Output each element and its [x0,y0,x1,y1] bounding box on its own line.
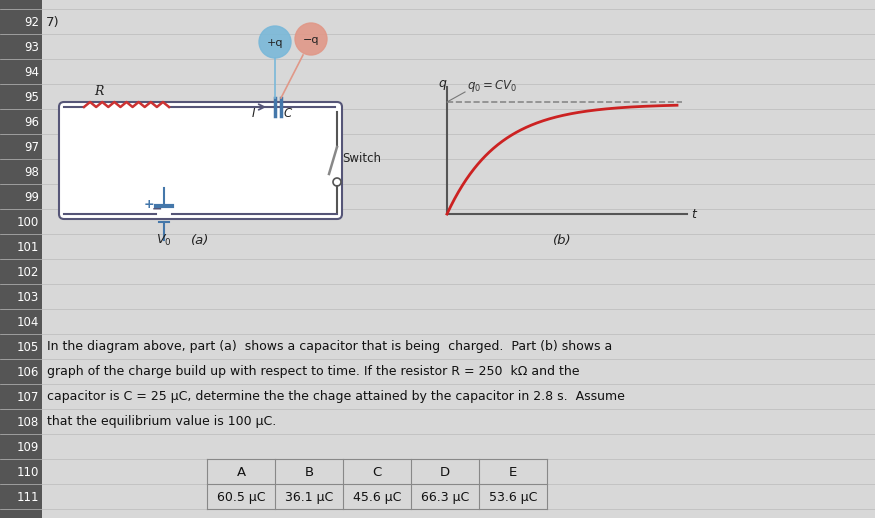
Text: A: A [236,466,246,479]
Text: −q: −q [303,35,319,45]
Text: capacitor is C = 25 μC, determine the the chage attained by the capacitor in 2.8: capacitor is C = 25 μC, determine the th… [47,390,625,403]
Text: +: + [144,197,155,210]
Text: E: E [509,466,517,479]
Text: B: B [304,466,313,479]
Text: 36.1 μC: 36.1 μC [285,491,333,504]
Text: 107: 107 [17,391,39,404]
Bar [0,0,42,518]
Text: I: I [251,107,255,120]
Text: graph of the charge build up with respect to time. If the resistor R = 250  kΩ a: graph of the charge build up with respec… [47,365,579,378]
Text: 53.6 μC: 53.6 μC [489,491,537,504]
Text: C: C [284,107,292,120]
Text: Switch: Switch [342,152,381,165]
Text: 45.6 μC: 45.6 μC [353,491,401,504]
Text: +q: +q [267,38,284,48]
Text: 94: 94 [24,66,39,79]
Text: −: − [152,203,163,215]
Text: 99: 99 [24,191,39,204]
Text: 103: 103 [17,291,39,304]
Text: 105: 105 [17,341,39,354]
Text: 110: 110 [17,466,39,479]
Text: t: t [691,209,696,222]
Text: 96: 96 [24,116,39,130]
Text: $q_0 = CV_0$: $q_0 = CV_0$ [467,78,517,94]
Text: 100: 100 [17,216,39,229]
Text: 106: 106 [17,366,39,379]
Text: C: C [373,466,382,479]
Text: 93: 93 [24,41,39,54]
Text: 109: 109 [17,441,39,454]
Text: 104: 104 [17,316,39,329]
Text: 95: 95 [24,91,39,104]
Text: 97: 97 [24,141,39,154]
Text: 92: 92 [24,16,39,29]
Text: 101: 101 [17,241,39,254]
Text: 7): 7) [46,16,60,29]
Text: (a): (a) [192,234,210,247]
FancyBboxPatch shape [59,102,342,219]
Text: (b): (b) [553,234,571,247]
Text: that the equilibrium value is 100 μC.: that the equilibrium value is 100 μC. [47,415,276,428]
Text: 111: 111 [17,491,39,504]
Text: q: q [438,78,446,91]
Text: D: D [440,466,450,479]
Circle shape [295,23,327,55]
Text: 108: 108 [17,416,39,429]
Text: $V_0$: $V_0$ [157,233,172,248]
Text: 66.3 μC: 66.3 μC [421,491,469,504]
Text: R: R [94,85,103,98]
Text: 98: 98 [24,166,39,179]
Text: In the diagram above, part (a)  shows a capacitor that is being  charged.  Part : In the diagram above, part (a) shows a c… [47,340,612,353]
Text: 102: 102 [17,266,39,279]
Text: 60.5 μC: 60.5 μC [217,491,265,504]
Circle shape [259,26,291,58]
